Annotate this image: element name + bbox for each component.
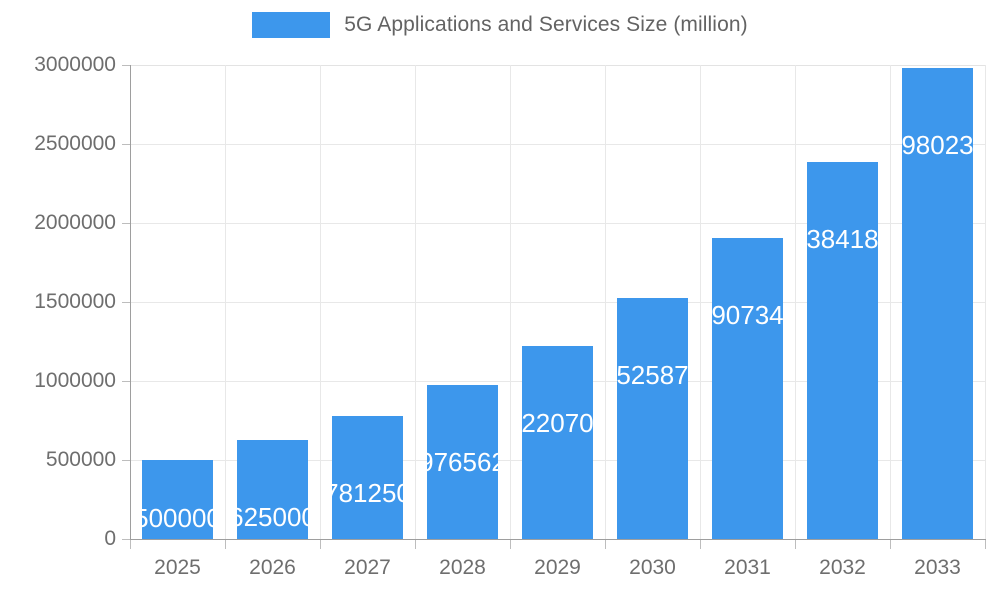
bar-value-label: 781250 [332,477,403,508]
x-axis-tick-mark [225,540,226,549]
x-axis-tick-mark [605,540,606,549]
gridline-vertical [890,65,891,539]
y-axis-tick-mark [122,460,130,461]
x-axis-tick-label: 2026 [249,556,296,579]
y-axis-tick-label: 3000000 [34,53,116,76]
gridline-vertical [225,65,226,539]
y-axis-tick-mark [122,302,130,303]
x-axis-tick-mark [415,540,416,549]
x-axis-tick-mark [510,540,511,549]
x-axis-tick-mark [320,540,321,549]
bar[interactable]: 1907349 [712,238,783,539]
y-axis-tick-label: 1000000 [34,369,116,392]
gridline-vertical [320,65,321,539]
bar-value-label: 1220703 [522,408,593,439]
y-axis-tick-label: 2000000 [34,211,116,234]
gridline-vertical [510,65,511,539]
y-axis-tick-mark [122,223,130,224]
bar[interactable]: 500000 [142,460,213,539]
y-axis-tick-label: 1500000 [34,290,116,313]
x-axis-tick-mark [985,540,986,549]
x-axis-tick-label: 2025 [154,556,201,579]
bar-value-label: 1907349 [712,299,783,330]
x-axis-tick-label: 2028 [439,556,486,579]
x-axis-tick-label: 2029 [534,556,581,579]
x-axis-tick-mark [890,540,891,549]
gridline-vertical [795,65,796,539]
bar[interactable]: 2980232 [902,68,973,539]
y-axis-tick-mark [122,539,130,540]
y-axis-line [130,65,131,540]
gridline-horizontal [130,302,985,303]
bar-value-label: 2384186 [807,224,878,255]
y-axis-tick-mark [122,381,130,382]
legend-color-swatch [252,12,331,38]
x-axis-tick-label: 2031 [724,556,771,579]
bar[interactable]: 1525878 [617,298,688,539]
bar[interactable]: 781250 [332,416,403,539]
bar[interactable]: 976562 [427,385,498,539]
y-axis-tick-mark [122,144,130,145]
y-axis-tick-label: 0 [104,527,116,550]
y-axis-tick-mark [122,65,130,66]
y-axis-tick-label: 500000 [45,448,116,471]
gridline-horizontal [130,144,985,145]
x-axis-tick-mark [795,540,796,549]
y-axis-tick-label: 2500000 [34,132,116,155]
x-axis-tick-label: 2027 [344,556,391,579]
x-axis-tick-mark [130,540,131,549]
gridline-vertical [985,65,986,539]
bar-value-label: 2980232 [902,130,973,161]
bar[interactable]: 1220703 [522,346,593,539]
x-axis-line [130,539,986,540]
bar-value-label: 625000 [237,502,308,533]
x-axis-tick-label: 2033 [914,556,961,579]
chart-legend[interactable]: 5G Applications and Services Size (milli… [0,12,1000,38]
gridline-vertical [605,65,606,539]
x-axis-tick-label: 2030 [629,556,676,579]
gridline-horizontal [130,223,985,224]
plot-area: 500000 625000 781250 976562 1220703 1525878 19… [130,65,986,540]
gridline-horizontal [130,65,985,66]
x-axis-tick-label: 2032 [819,556,866,579]
bar-value-label: 500000 [142,503,213,533]
x-axis-tick-mark [700,540,701,549]
gridline-vertical [700,65,701,539]
gridline-vertical [415,65,416,539]
legend-series-label: 5G Applications and Services Size (milli… [344,13,748,36]
bar[interactable]: 2384186 [807,162,878,539]
bar-value-label: 1525878 [617,359,688,390]
bar-value-label: 976562 [427,446,498,477]
bar[interactable]: 625000 [237,440,308,539]
